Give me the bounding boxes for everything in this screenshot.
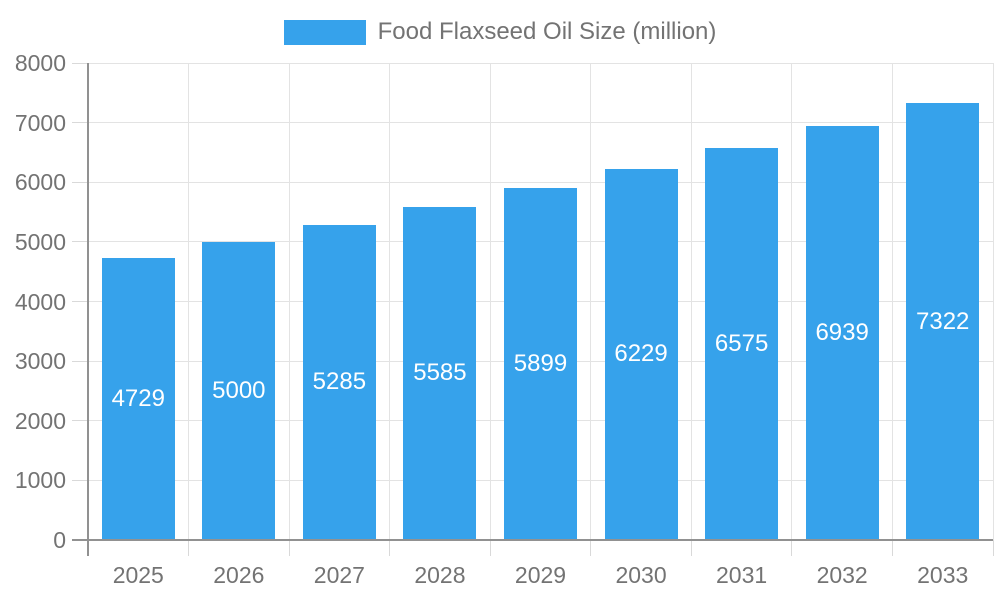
y-axis-tick-label: 4000 xyxy=(14,288,66,315)
x-axis-tick-label: 2031 xyxy=(716,562,768,588)
y-axis-tick xyxy=(72,479,88,481)
y-axis-tick-label: 6000 xyxy=(14,169,66,196)
y-axis-tick xyxy=(72,301,88,302)
x-axis-tick-label: 2030 xyxy=(615,562,667,588)
y-axis-tick-label: 7000 xyxy=(14,109,66,136)
x-axis-tick xyxy=(891,540,893,556)
legend-swatch-icon xyxy=(283,19,366,45)
bar-2033[interactable] xyxy=(906,103,980,540)
x-axis-line xyxy=(72,539,993,541)
y-axis-tick-label: 0 xyxy=(53,527,66,553)
x-axis-tick-label: 2028 xyxy=(414,562,466,588)
bar-value-label: 4729 xyxy=(111,385,165,413)
y-axis-tick xyxy=(72,360,88,362)
gridline-vertical xyxy=(489,63,491,540)
gridline-vertical xyxy=(891,63,893,540)
bar-2025[interactable] xyxy=(101,258,175,540)
x-axis-tick xyxy=(389,540,391,556)
bar-2032[interactable] xyxy=(805,126,879,540)
bar-value-label: 6939 xyxy=(815,319,869,347)
y-axis-tick-label: 3000 xyxy=(14,348,66,375)
x-axis-tick xyxy=(590,540,592,556)
y-axis-tick xyxy=(72,241,88,243)
bar-value-label: 6229 xyxy=(614,340,668,368)
x-axis-tick-label: 2029 xyxy=(514,562,567,588)
bar-value-label: 5285 xyxy=(312,368,367,396)
gridline-horizontal xyxy=(88,122,993,124)
gridline-vertical xyxy=(992,63,994,540)
bar-value-label: 7322 xyxy=(916,307,970,335)
gridline-vertical xyxy=(590,63,592,540)
bar-2027[interactable] xyxy=(302,224,376,540)
y-axis-tick xyxy=(72,181,88,183)
gridline-vertical xyxy=(288,63,290,540)
x-axis-tick-label: 2026 xyxy=(213,562,265,588)
bar-value-label: 6575 xyxy=(714,329,769,357)
y-axis-line xyxy=(87,63,89,556)
bar-2030[interactable] xyxy=(604,168,678,540)
gridline-vertical xyxy=(389,63,391,540)
gridline-horizontal xyxy=(88,62,993,64)
y-axis-tick xyxy=(72,420,88,422)
legend-series-label: Food Flaxseed Oil Size (million) xyxy=(377,18,717,45)
bar-2028[interactable] xyxy=(403,206,477,540)
bar-value-label: 5000 xyxy=(212,376,266,404)
gridline-vertical xyxy=(791,63,793,540)
y-axis-tick xyxy=(72,62,88,64)
gridline-vertical xyxy=(690,63,692,540)
bar-2029[interactable] xyxy=(504,188,577,540)
x-axis-tick xyxy=(188,540,190,556)
y-axis-tick-label: 1000 xyxy=(14,467,66,494)
bar-value-label: 5585 xyxy=(413,359,467,387)
x-axis-tick xyxy=(288,540,290,556)
y-axis-tick-label: 8000 xyxy=(14,50,66,76)
x-axis-tick-label: 2027 xyxy=(313,562,365,588)
bar-2031[interactable] xyxy=(705,147,779,540)
x-axis-tick-label: 2033 xyxy=(917,562,969,588)
x-axis-tick xyxy=(791,540,793,556)
y-axis-tick xyxy=(72,122,88,124)
gridline-horizontal xyxy=(88,181,993,183)
x-axis-tick xyxy=(690,540,692,556)
y-axis-tick-label: 5000 xyxy=(14,228,66,255)
x-axis-tick-label: 2032 xyxy=(816,562,868,588)
bar-2026[interactable] xyxy=(202,241,276,540)
y-axis-tick-label: 2000 xyxy=(14,407,66,434)
gridline-vertical xyxy=(188,63,190,540)
x-axis-tick-label: 2025 xyxy=(112,562,164,588)
x-axis-tick xyxy=(992,540,994,556)
bar-value-label: 5899 xyxy=(513,350,568,378)
chart-legend[interactable]: Food Flaxseed Oil Size (million) xyxy=(0,19,1000,45)
x-axis-tick xyxy=(489,540,491,556)
